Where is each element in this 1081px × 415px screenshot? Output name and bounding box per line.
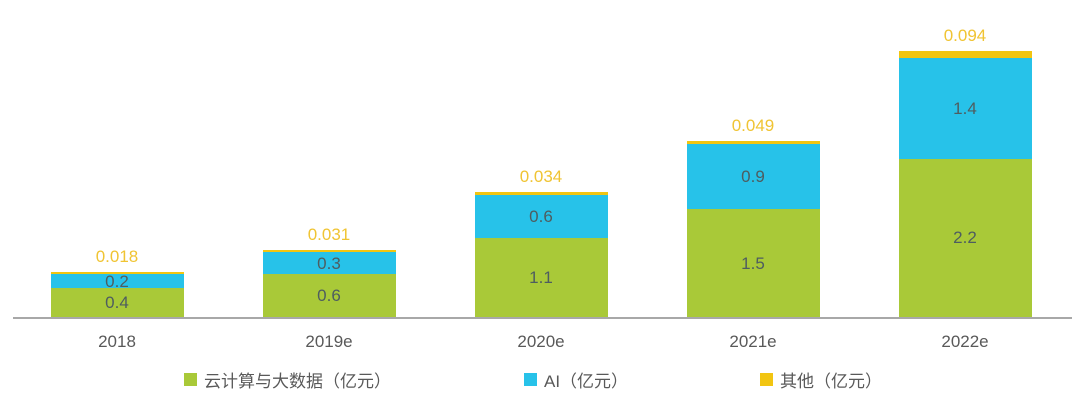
bar-segment-series2-2018 [50, 271, 184, 274]
bar-2019e: 0.6 0.3 0.031 [262, 226, 396, 317]
x-axis-line [13, 317, 1072, 319]
bar-segment-series1-2021e: 0.9 [686, 144, 820, 209]
value-label: 2.2 [953, 228, 977, 248]
legend-swatch-cloud-bigdata-icon [184, 373, 197, 386]
x-axis-label-2021e: 2021e [729, 332, 777, 351]
legend-item-ai: AI（亿元） [524, 367, 628, 392]
bar-segment-series2-2022e [898, 51, 1032, 58]
value-label: 1.1 [529, 267, 553, 287]
legend-swatch-ai-icon [524, 373, 537, 386]
value-label: 0.4 [105, 293, 129, 313]
x-axis-label-2020e: 2020e [517, 332, 565, 351]
legend-label-cloud-bigdata: 云计算与大数据（亿元） [204, 372, 391, 391]
legend-label-others: 其他（亿元） [780, 372, 882, 391]
bar-segment-series1-2019e: 0.3 [262, 252, 396, 274]
value-label: 0.3 [317, 253, 341, 273]
value-label: 0.2 [105, 271, 129, 291]
value-label: 0.6 [529, 206, 553, 226]
bar-segment-series0-2021e: 1.5 [686, 209, 820, 317]
legend: 云计算与大数据（亿元） AI（亿元） 其他（亿元） [0, 367, 1081, 392]
bar-segment-series0-2022e: 2.2 [898, 158, 1032, 317]
above-bar-label: 0.094 [943, 26, 987, 46]
x-axis-label-2019e: 2019e [305, 332, 353, 351]
legend-label-ai: AI（亿元） [544, 372, 629, 391]
value-label: 0.9 [741, 167, 765, 187]
bar-segment-series0-2019e: 0.6 [262, 273, 396, 317]
value-label: 0.6 [317, 285, 341, 305]
bar-segment-series0-2018: 0.4 [50, 288, 184, 317]
legend-swatch-others-icon [760, 373, 773, 386]
value-label: 1.4 [953, 98, 977, 118]
x-axis-label-2022e: 2022e [941, 332, 989, 351]
x-axis-label-2018: 2018 [98, 332, 136, 351]
bar-segment-series1-2022e: 1.4 [898, 57, 1032, 159]
above-bar-label: 0.034 [519, 167, 563, 187]
bar-segment-series1-2018: 0.2 [50, 271, 184, 291]
bar-segment-series2-2021e [686, 140, 820, 145]
above-bar-label: 0.031 [307, 225, 351, 244]
bar-segment-series1-2020e: 0.6 [474, 194, 608, 238]
value-label: 1.5 [741, 253, 765, 273]
above-bar-label: 0.049 [731, 115, 775, 135]
bar-segment-series2-2020e [474, 192, 608, 195]
legend-item-cloud-bigdata: 云计算与大数据（亿元） [184, 367, 391, 392]
bar-segment-series2-2019e [262, 250, 396, 253]
above-bar-label: 0.018 [95, 246, 139, 266]
bar-2018: 0.4 0.2 0.018 [50, 248, 184, 317]
legend-item-others: 其他（亿元） [760, 367, 882, 392]
bar-segment-series0-2020e: 1.1 [474, 237, 608, 317]
bar-2022e: 2.2 1.4 0.094 [898, 27, 1032, 317]
bar-2021e: 1.5 0.9 0.049 [686, 117, 820, 317]
bar-2020e: 1.1 0.6 0.034 [474, 168, 608, 317]
